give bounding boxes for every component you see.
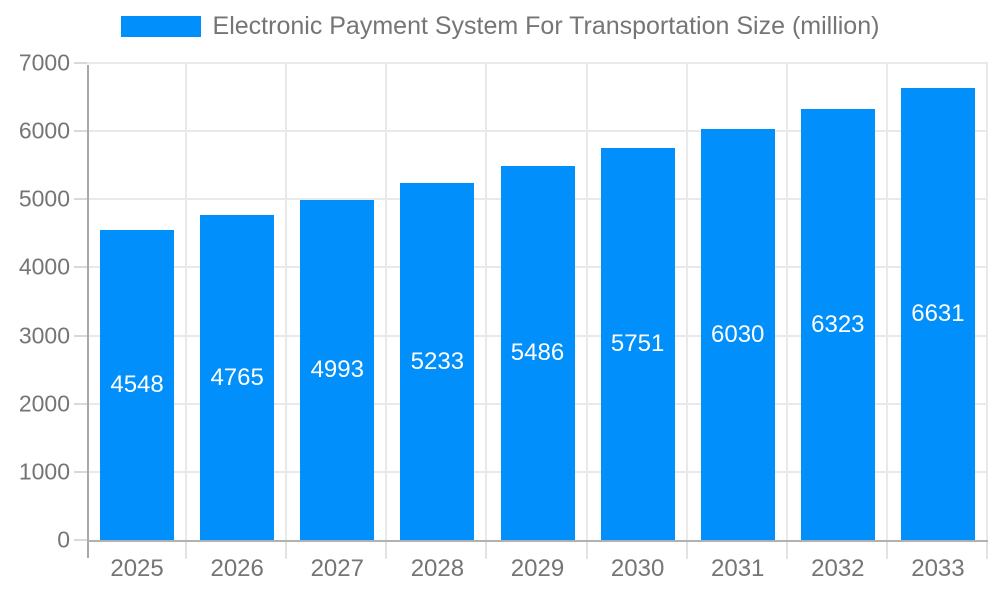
x-axis-tick [986,540,988,559]
y-axis-tick [74,198,87,201]
x-axis-tick [185,540,188,559]
gridline-vertical [485,63,488,540]
x-axis-category-label: 2027 [310,555,364,582]
bar[interactable]: 4993 [300,199,375,540]
y-axis-tick-label: 7000 [18,49,70,76]
bar[interactable]: 6631 [900,88,975,540]
x-axis-tick [785,540,788,559]
gridline-vertical [285,63,288,540]
y-axis-tick-label: 4000 [18,253,70,280]
x-axis-category-label: 2030 [610,555,665,582]
y-axis-labels: 0 1000 2000 3000 4000 5000 6000 7000 [0,51,87,551]
y-axis-tick-label: 3000 [18,322,70,349]
bar-value-label: 4765 [210,363,264,391]
y-axis-tick [74,334,87,337]
x-axis-tick [585,540,588,559]
y-axis-tick [74,470,87,473]
x-axis-category-label: 2026 [210,555,264,582]
legend-swatch [120,16,201,37]
bar-value-label: 5751 [610,330,665,358]
legend-item[interactable]: Electronic Payment System For Transporta… [0,12,1000,41]
bar-value-label: 5486 [510,339,565,367]
gridline-vertical [185,63,188,540]
y-axis-tick [74,266,87,269]
bar[interactable]: 5751 [600,148,675,540]
x-axis-line [87,540,988,542]
x-axis-category-label: 2028 [410,555,465,582]
bar[interactable]: 4548 [100,230,175,540]
bar-value-label: 6631 [911,300,965,328]
x-axis-category-label: 2032 [811,555,865,582]
y-axis-tick-label: 6000 [18,117,70,144]
x-axis-labels: 2025 2026 2027 2028 2029 2030 2031 2032 2033 [87,555,988,590]
x-axis-category-label: 2025 [110,555,164,582]
y-axis-tick-label: 5000 [18,185,70,212]
gridline-vertical [585,63,588,540]
bar[interactable]: 6323 [800,109,875,540]
y-axis-tick [74,539,87,541]
x-axis-tick [385,540,388,559]
gridline-vertical [785,63,788,540]
x-axis-tick [685,540,688,559]
x-axis-category-label: 2033 [911,555,965,582]
x-axis-tick [485,540,488,559]
bar-value-label: 4993 [310,355,364,383]
gridline-vertical [385,63,388,540]
bar-value-label: 6030 [711,320,765,348]
bar[interactable]: 5486 [500,166,575,540]
y-axis-line [87,65,89,558]
gridline-vertical [986,63,988,540]
bar-value-label: 6323 [811,310,865,338]
y-axis-tick-label: 2000 [18,390,70,417]
bar-value-label: 4548 [110,371,164,399]
y-axis-tick [74,130,87,133]
plot-area: 4548 4765 4993 5233 5486 5751 6030 6323 6631 [87,62,988,559]
y-axis-tick [74,402,87,405]
gridline-vertical [885,63,888,540]
x-axis-tick [285,540,288,559]
y-axis-tick [74,62,87,64]
x-axis-tick [885,540,888,559]
bar[interactable]: 5233 [400,183,475,540]
legend-label: Electronic Payment System For Transporta… [212,12,880,40]
bar-value-label: 5233 [410,347,465,375]
y-axis-tick-label: 1000 [18,458,70,485]
bar[interactable]: 6030 [700,129,775,540]
gridline-horizontal [87,62,988,64]
gridline-horizontal [87,130,988,133]
y-axis-tick-label: 0 [57,526,70,553]
gridline-vertical [685,63,688,540]
x-axis-category-label: 2031 [711,555,765,582]
bar[interactable]: 4765 [200,215,275,540]
x-axis-category-label: 2029 [510,555,565,582]
